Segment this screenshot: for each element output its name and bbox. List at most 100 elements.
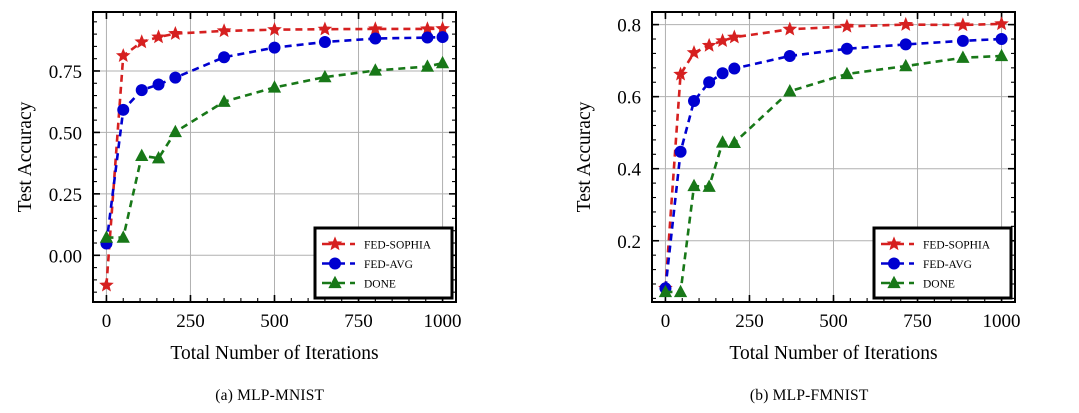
legend-item-fed-sophia[interactable]: FED-SOPHIA <box>880 236 991 252</box>
data-point <box>134 34 150 49</box>
legend-item-fed-sophia[interactable]: FED-SOPHIA <box>322 236 432 252</box>
y-axis-title: Test Accuracy <box>574 101 595 212</box>
data-point <box>117 103 130 116</box>
data-point <box>674 145 687 158</box>
data-point <box>686 178 701 192</box>
data-point <box>899 38 912 51</box>
y-tick-label: 0.50 <box>49 123 82 144</box>
legend-item-done[interactable]: DONE <box>322 275 396 291</box>
x-tick-label: 0 <box>660 311 670 332</box>
series-done <box>99 55 450 243</box>
data-point <box>994 48 1008 62</box>
data-point <box>727 62 740 75</box>
data-point <box>673 284 687 298</box>
series-line <box>105 35 443 244</box>
plot-frame <box>92 11 457 303</box>
data-point <box>956 34 969 47</box>
y-tick-labels: 0.2 0.4 0.6 0.8 <box>617 16 641 253</box>
series-line <box>663 22 1002 289</box>
data-point <box>726 29 742 44</box>
chart-b: 0 250 500 750 1000 0.2 0.4 0.6 0.8 Total Number o… <box>574 11 1020 364</box>
data-point <box>217 94 231 107</box>
legend-label: FED-AVG <box>364 259 413 271</box>
x-tick-label: 1000 <box>424 311 462 332</box>
y-tick-labels: 0.00 0.25 0.50 0.75 <box>49 62 82 267</box>
data-point <box>783 49 796 62</box>
data-point <box>702 76 715 89</box>
data-point <box>658 284 672 298</box>
data-point <box>672 66 688 81</box>
data-point <box>268 41 281 54</box>
data-point <box>436 31 449 44</box>
x-tick-label: 0 <box>102 311 112 332</box>
x-axis-title: Total Number of Iterations <box>170 343 378 364</box>
legend-marker <box>886 275 901 289</box>
chart-a: 0 250 500 750 1000 0.00 0.25 0.50 0.75 Total Numb… <box>15 11 462 364</box>
data-point <box>151 29 166 44</box>
data-point <box>135 148 149 161</box>
x-tick-label: 250 <box>735 311 764 332</box>
data-point <box>897 16 913 31</box>
data-point <box>727 135 741 148</box>
series-done <box>658 48 1008 298</box>
x-tick-label: 500 <box>260 311 289 332</box>
data-point <box>839 66 854 80</box>
data-point <box>714 33 730 48</box>
data-point <box>317 21 333 36</box>
data-point <box>782 84 796 97</box>
legend-marker <box>886 236 901 251</box>
data-point <box>995 33 1008 46</box>
legend-marker <box>328 275 342 289</box>
x-tick-label: 1000 <box>982 311 1020 332</box>
data-point <box>702 179 716 192</box>
legend-marker <box>329 257 341 270</box>
data-point <box>420 59 435 72</box>
legend[interactable]: FED-SOPHIA FED-AVG DONE <box>313 226 454 300</box>
legend-marker <box>887 257 900 270</box>
data-point <box>168 124 182 138</box>
legend[interactable]: FED-SOPHIA FED-AVG DONE <box>872 226 1012 300</box>
x-tick-label: 750 <box>344 311 373 332</box>
panel-b: 0 250 500 750 1000 0.2 0.4 0.6 0.8 Total Number o… <box>540 0 1079 413</box>
data-point <box>318 35 331 48</box>
data-point <box>955 17 970 32</box>
legend-label: FED-SOPHIA <box>923 240 991 252</box>
data-point <box>368 63 382 76</box>
legend-item-fed-avg[interactable]: FED-AVG <box>322 257 413 272</box>
data-point <box>168 25 183 40</box>
major-ticks <box>651 12 1015 302</box>
x-tick-label: 250 <box>176 311 205 332</box>
data-point <box>782 21 797 36</box>
data-point <box>421 31 434 44</box>
x-tick-labels: 0 250 500 750 1000 <box>660 311 1020 332</box>
data-point <box>716 67 729 80</box>
data-point <box>218 51 231 64</box>
legend-label: FED-AVG <box>923 259 972 271</box>
data-point <box>216 23 232 38</box>
data-point <box>115 48 131 62</box>
data-point <box>267 22 282 36</box>
data-point <box>715 135 729 148</box>
series-fed-avg <box>100 31 449 250</box>
legend-item-done[interactable]: DONE <box>880 275 955 291</box>
x-tick-labels: 0 250 500 750 1000 <box>102 311 462 332</box>
legend-label: DONE <box>923 279 955 291</box>
data-point <box>898 58 912 72</box>
data-point <box>839 18 854 33</box>
data-point <box>701 37 716 52</box>
legend-label: DONE <box>364 279 396 291</box>
y-tick-label: 0.00 <box>49 246 82 267</box>
x-axis-title: Total Number of Iterations <box>729 343 937 364</box>
panel-a-caption: (a) MLP-MNIST <box>215 387 325 404</box>
data-point <box>369 32 382 45</box>
legend-item-fed-avg[interactable]: FED-AVG <box>880 257 972 272</box>
data-point <box>955 50 970 63</box>
x-tick-label: 750 <box>903 311 932 332</box>
y-tick-label: 0.8 <box>617 16 641 37</box>
data-point <box>368 21 383 36</box>
data-point <box>840 42 853 55</box>
data-point <box>99 230 114 243</box>
data-point <box>152 78 165 91</box>
data-point <box>169 71 182 84</box>
